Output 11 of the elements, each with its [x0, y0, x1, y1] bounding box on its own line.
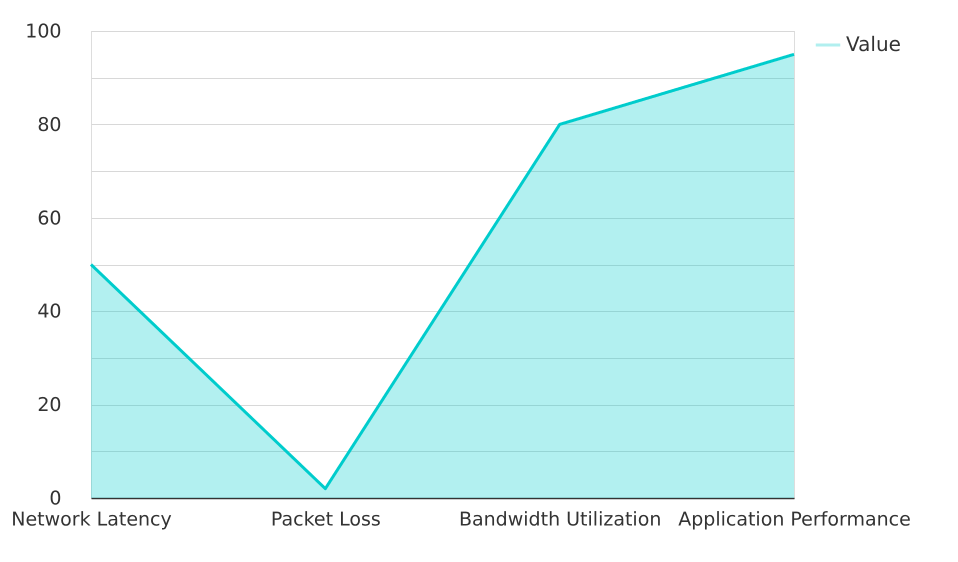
- x-tick-label: Packet Loss: [270, 508, 381, 530]
- y-tick-label: 60: [37, 207, 62, 230]
- y-tick-label: 100: [25, 20, 62, 42]
- y-tick-label: 20: [37, 394, 62, 416]
- x-tick-label: Network Latency: [11, 508, 172, 530]
- y-tick-label: 40: [37, 300, 62, 323]
- x-tick-label: Bandwidth Utilization: [458, 508, 662, 530]
- x-tick-label: Application Performance: [678, 508, 911, 530]
- y-tick-label: 80: [37, 114, 62, 136]
- y-tick-label: 0: [49, 488, 62, 510]
- legend-label: Value: [846, 32, 901, 56]
